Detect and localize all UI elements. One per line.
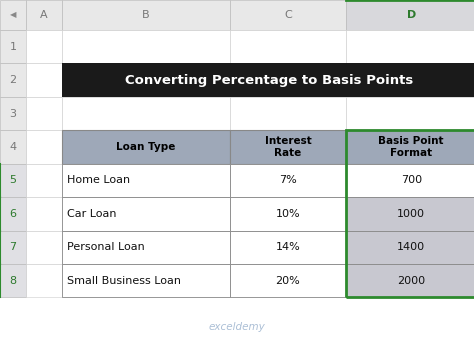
Text: A: A [40, 10, 48, 20]
Text: 8: 8 [9, 276, 17, 286]
Text: 1400: 1400 [397, 242, 425, 252]
Text: 20%: 20% [275, 276, 301, 286]
Bar [62, 231, 230, 264]
Text: 6: 6 [9, 209, 17, 219]
Bar [230, 231, 346, 264]
Bar [230, 0, 346, 30]
Text: 4: 4 [9, 142, 17, 152]
Bar [26, 164, 62, 197]
Text: C: C [284, 10, 292, 20]
Bar [62, 30, 230, 63]
Bar [26, 30, 62, 63]
Bar [62, 164, 230, 197]
Text: 2: 2 [9, 75, 17, 85]
Bar [0, 231, 26, 264]
Bar [230, 164, 346, 197]
Bar [346, 130, 474, 297]
Bar [230, 264, 346, 297]
Bar [0, 63, 26, 97]
Bar [0, 30, 26, 63]
Bar [230, 231, 346, 264]
Bar [26, 197, 62, 231]
Text: 3: 3 [9, 108, 17, 119]
Bar [230, 97, 346, 130]
Text: Car Loan: Car Loan [67, 209, 117, 219]
Text: ◀: ◀ [10, 11, 16, 19]
Text: 2000: 2000 [397, 276, 425, 286]
Text: 14%: 14% [275, 242, 301, 252]
Bar [230, 130, 346, 164]
Bar [62, 264, 230, 297]
Bar [26, 0, 62, 30]
Text: 7%: 7% [279, 175, 297, 186]
Bar [0, 130, 26, 164]
Bar [62, 63, 230, 97]
Text: Personal Loan: Personal Loan [67, 242, 145, 252]
Bar [230, 197, 346, 231]
Text: B: B [142, 10, 150, 20]
Text: 10%: 10% [276, 209, 300, 219]
Text: Converting Percentage to Basis Points: Converting Percentage to Basis Points [125, 74, 413, 87]
Text: 700: 700 [401, 175, 422, 186]
Bar [0, 164, 26, 197]
Bar [346, 164, 474, 197]
Bar [62, 197, 230, 231]
Bar [26, 130, 62, 164]
Text: 1: 1 [9, 42, 17, 52]
Bar [62, 0, 230, 30]
Bar [230, 130, 346, 164]
Bar [346, 231, 474, 264]
Bar [346, 63, 474, 97]
Bar [346, 164, 474, 197]
Text: Interest
Rate: Interest Rate [264, 136, 311, 158]
Bar [0, 197, 26, 231]
Bar [62, 63, 474, 97]
Bar [62, 130, 230, 164]
Bar [346, 130, 474, 164]
Bar [26, 231, 62, 264]
Bar [26, 97, 62, 130]
Bar [0, 97, 26, 130]
Text: D: D [407, 10, 416, 20]
Text: 1000: 1000 [397, 209, 425, 219]
Bar [346, 264, 474, 297]
Bar [346, 97, 474, 130]
Text: 7: 7 [9, 242, 17, 252]
Text: exceldemy: exceldemy [209, 322, 265, 332]
Bar [62, 197, 230, 231]
Bar [346, 0, 474, 30]
Text: Loan Type: Loan Type [116, 142, 175, 152]
Text: Home Loan: Home Loan [67, 175, 130, 186]
Text: 5: 5 [9, 175, 17, 186]
Bar [346, 30, 474, 63]
Bar [230, 197, 346, 231]
Bar [0, 0, 26, 30]
Bar [62, 264, 230, 297]
Bar [0, 264, 26, 297]
Bar [346, 264, 474, 297]
Bar [230, 164, 346, 197]
Bar [346, 197, 474, 231]
Bar [346, 231, 474, 264]
Bar [62, 164, 230, 197]
Bar [230, 264, 346, 297]
Bar [346, 130, 474, 164]
Bar [62, 231, 230, 264]
Text: Basis Point
Format: Basis Point Format [378, 136, 444, 158]
Text: Small Business Loan: Small Business Loan [67, 276, 182, 286]
Bar [26, 63, 62, 97]
Bar [62, 97, 230, 130]
Bar [346, 197, 474, 231]
Bar [230, 63, 346, 97]
Bar [26, 264, 62, 297]
Bar [230, 30, 346, 63]
Bar [62, 130, 230, 164]
